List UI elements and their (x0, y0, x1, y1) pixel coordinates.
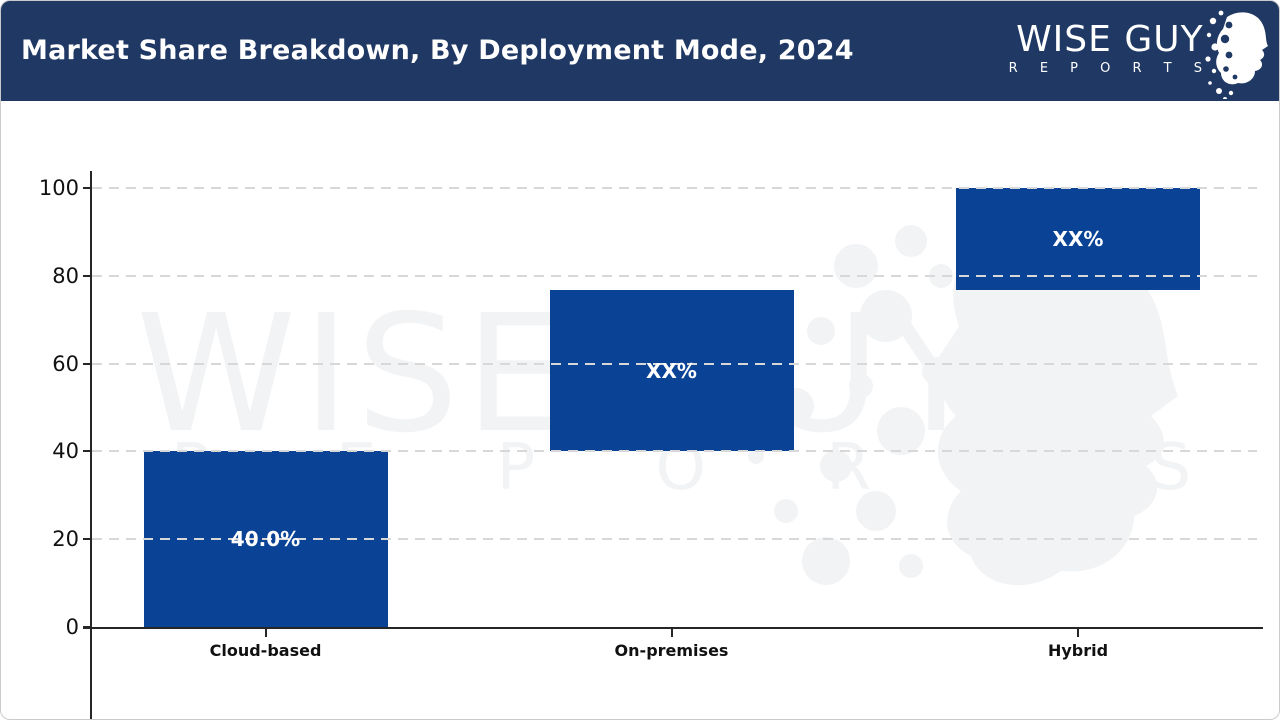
gridline-20 (92, 538, 1257, 541)
bar-on-premises (549, 290, 794, 452)
header: Market Share Breakdown, By Deployment Mo… (1, 1, 1279, 101)
y-tick-label: 0 (65, 615, 79, 639)
y-tick-label: 80 (52, 263, 79, 288)
x-category-label: Hybrid (1047, 641, 1109, 660)
gridline-60 (92, 362, 1257, 365)
chart-title: Market Share Breakdown, By Deployment Mo… (21, 35, 854, 66)
x-category-label: Cloud-based (209, 641, 322, 660)
y-tick (83, 450, 90, 453)
y-axis-line (90, 171, 92, 719)
y-tick (83, 274, 90, 277)
bar-value-label: 40.0% (230, 527, 301, 552)
x-category-label: On-premises (614, 641, 729, 660)
gridline-80 (92, 274, 1257, 277)
brand-text: WISE GUY R E P O R T S (1009, 21, 1211, 76)
y-tick-label: 20 (52, 527, 79, 552)
y-tick-label: 100 (38, 176, 79, 200)
bar-value-label: XX% (1052, 227, 1104, 252)
brand-face-icon (1205, 10, 1268, 99)
y-tick (83, 362, 90, 365)
gridline-40 (92, 450, 1257, 453)
x-tick (1077, 628, 1079, 637)
y-tick-label: 60 (52, 351, 79, 376)
y-tick (83, 187, 90, 189)
brand-name: WISE GUY (1016, 19, 1204, 60)
y-tick (83, 538, 90, 541)
gridline-100 (92, 187, 1257, 189)
brand-logo: WISE GUY R E P O R T S (1009, 5, 1269, 99)
x-tick (670, 628, 673, 637)
chart-area: WISE GUY R E P O R T S 40.0% Cloud-based X… (1, 101, 1279, 719)
bar-value-label: XX% (646, 358, 697, 383)
x-axis-line (83, 627, 1263, 629)
x-tick (264, 628, 267, 637)
brand-subtitle: R E P O R T S (1008, 60, 1211, 76)
y-tick-label: 40 (52, 439, 79, 464)
